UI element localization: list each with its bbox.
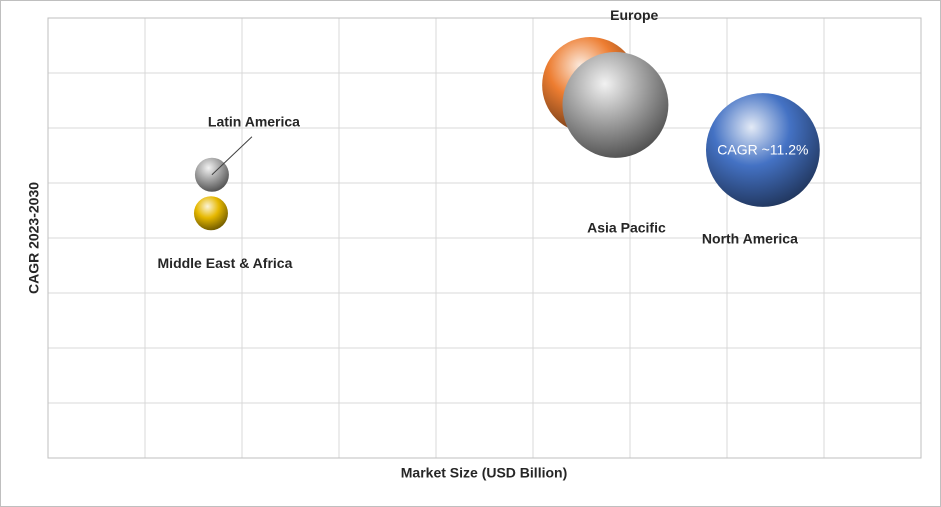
leader-line bbox=[211, 136, 253, 176]
bubble-label: Europe bbox=[610, 7, 658, 23]
bubble bbox=[562, 51, 669, 158]
bubble-label: Middle East & Africa bbox=[158, 255, 293, 271]
plot-border bbox=[47, 17, 922, 459]
bubble-label: Latin America bbox=[208, 113, 300, 129]
y-axis-label: CAGR 2023-2030 bbox=[26, 182, 42, 294]
bubble-label: North America bbox=[702, 231, 798, 247]
bubble bbox=[705, 93, 820, 207]
x-axis-label: Market Size (USD Billion) bbox=[401, 465, 567, 481]
annotation: CAGR ~11.2% bbox=[717, 142, 808, 158]
bubble-label: Asia Pacific bbox=[587, 220, 666, 236]
bubble bbox=[193, 196, 228, 231]
